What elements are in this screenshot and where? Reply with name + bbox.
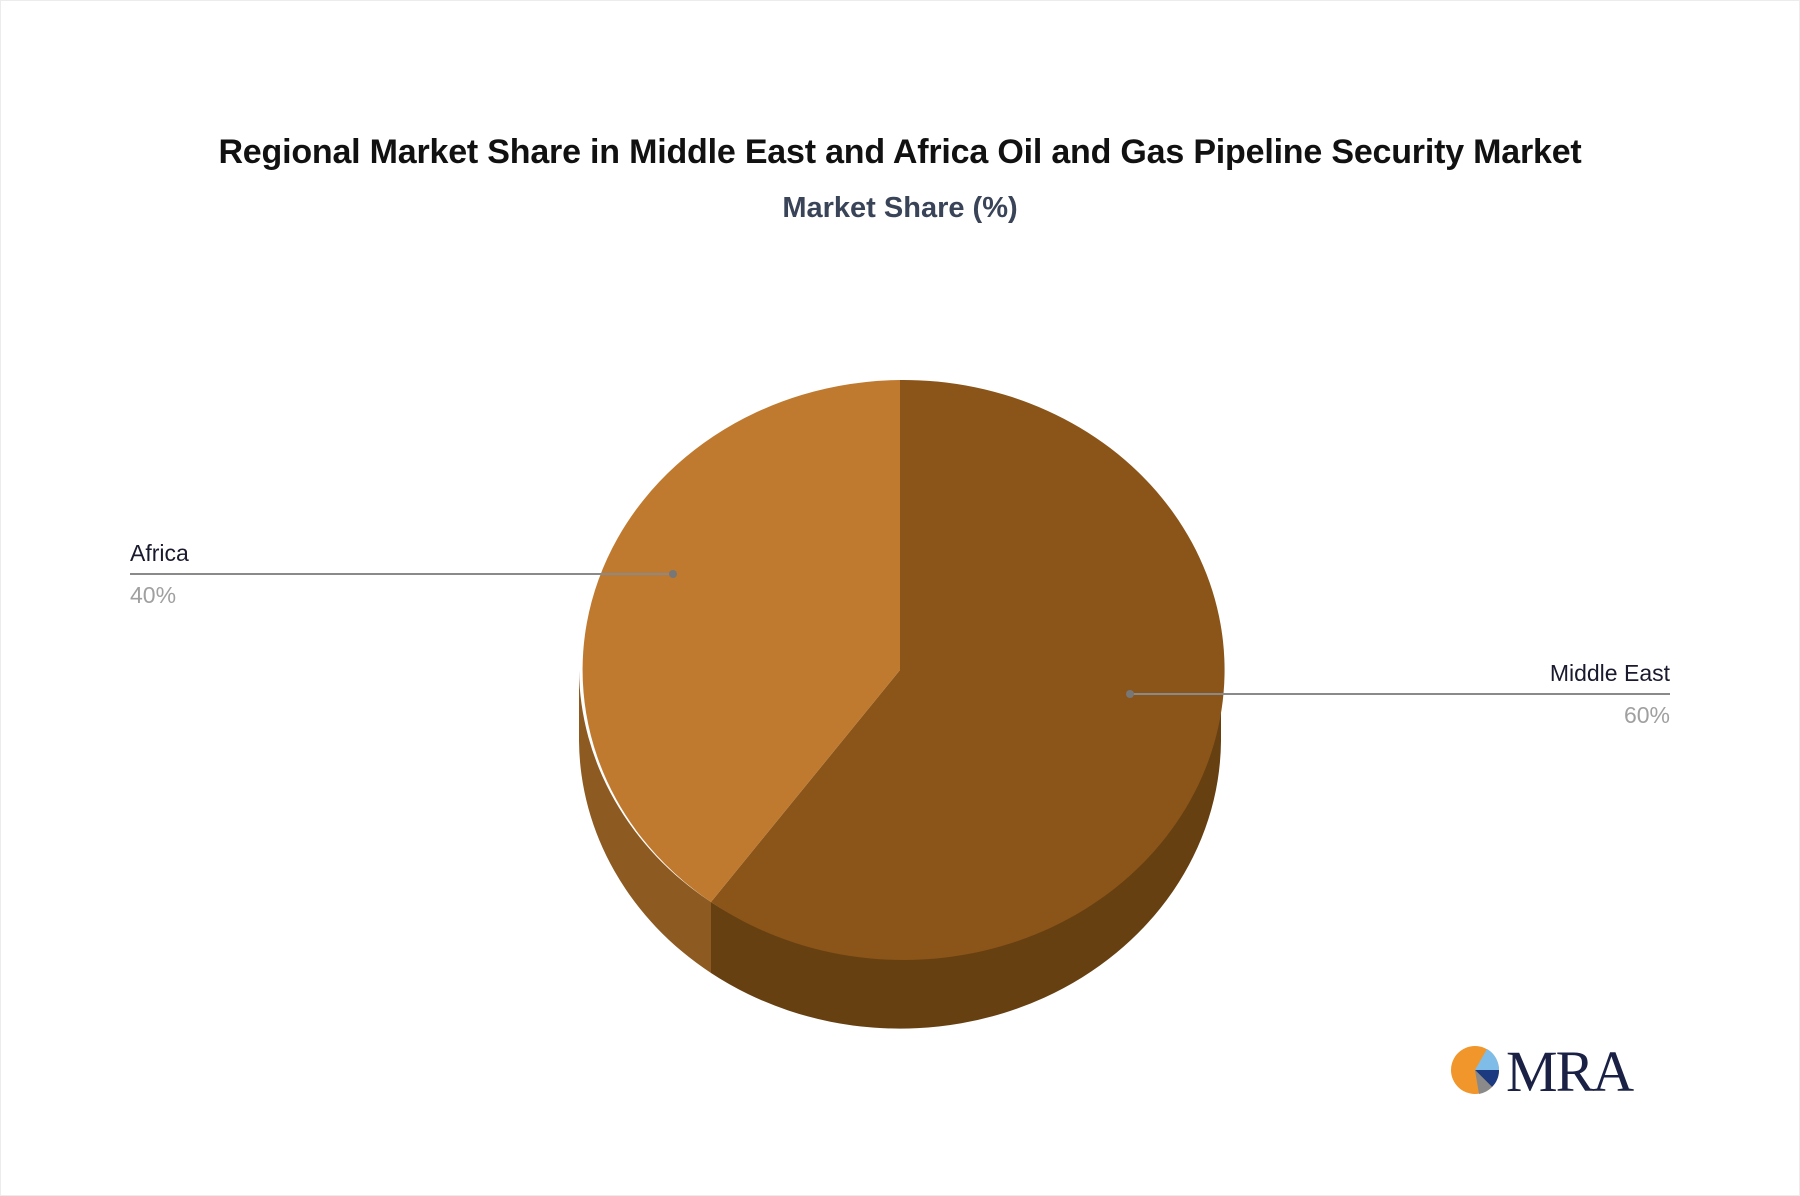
brand-logo: MRA bbox=[1448, 1039, 1648, 1104]
chart-title: Regional Market Share in Middle East and… bbox=[218, 133, 1582, 171]
label-africa-value: 40% bbox=[130, 582, 177, 608]
africa-leader-dot bbox=[669, 570, 677, 578]
slice-africa[interactable] bbox=[582, 380, 900, 902]
label-africa-name: Africa bbox=[130, 540, 189, 566]
pie-side bbox=[579, 670, 1221, 1029]
slice-middle-east[interactable] bbox=[711, 379, 1225, 960]
slice-side-middle-east bbox=[711, 670, 1221, 1029]
slice-side-africa bbox=[579, 670, 711, 973]
leader-lines bbox=[130, 570, 1670, 698]
pie-top bbox=[582, 379, 1225, 960]
middle-east-leader-dot bbox=[1126, 690, 1134, 698]
label-middle-east-value: 60% bbox=[1623, 702, 1670, 728]
label-middle-east-name: Middle East bbox=[1549, 660, 1670, 686]
chart-subtitle: Market Share (%) bbox=[782, 192, 1018, 224]
logo-text: MRA bbox=[1506, 1039, 1634, 1104]
pie-chart-logo-icon bbox=[1451, 1046, 1500, 1094]
